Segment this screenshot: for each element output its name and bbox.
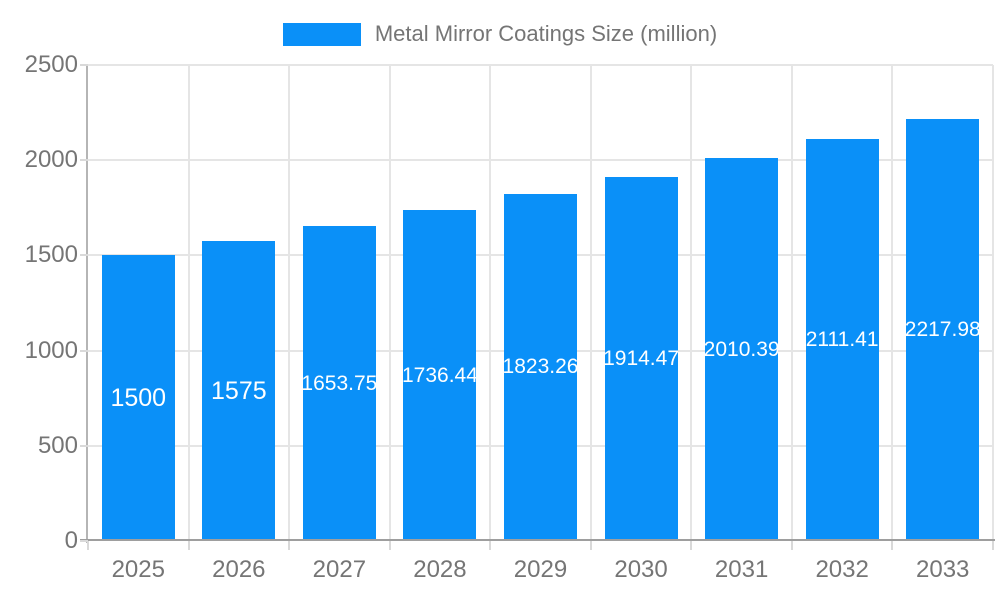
bar-value-label: 2217.98 [906,317,980,341]
x-axis-tick [589,541,592,550]
gridline-vertical [891,65,894,541]
x-axis-tick-label: 2025 [111,556,165,583]
gridline-vertical [690,65,693,541]
bar-2032[interactable]: 2111.41 [805,139,879,541]
bar-value-label: 1914.47 [604,346,678,370]
chart-legend[interactable]: Metal Mirror Coatings Size (million) [0,20,1000,48]
bar-value-label: 2111.41 [805,328,879,351]
y-axis-tick [80,254,88,257]
x-axis-line [80,539,995,541]
gridline-vertical [790,65,793,541]
x-axis-tick-label: 2026 [212,556,266,583]
gridline-vertical [992,65,994,541]
y-axis-tick-label: 1000 [24,336,78,364]
x-axis-tick-label: 2031 [714,556,769,583]
gridline-horizontal [88,159,993,162]
x-axis-tick [288,541,291,550]
y-axis-tick [80,444,88,447]
y-axis-tick-label: 2000 [24,146,78,174]
bar-2033[interactable]: 2217.98 [906,118,980,541]
x-axis-tick [489,541,492,550]
bar-2030[interactable]: 1914.47 [604,176,678,541]
x-axis-tick [187,541,190,550]
x-axis-tick-label: 2029 [513,556,568,583]
x-axis-tick [690,541,693,550]
gridline-horizontal [88,64,993,66]
x-axis-tick [790,541,793,550]
bar-value-label: 1500 [110,383,167,412]
gridline-vertical [288,65,291,541]
x-axis-tick-label: 2028 [413,556,467,583]
x-axis-tick-label: 2027 [312,556,367,583]
bar-2031[interactable]: 2010.39 [705,158,779,541]
bar-value-label: 1823.26 [504,355,577,379]
gridline-vertical [187,65,190,541]
y-axis-tick-label: 0 [64,527,78,554]
bar-2028[interactable]: 1736.44 [403,210,477,541]
x-axis-tick-label: 2030 [614,556,668,583]
x-axis-tick [992,541,994,550]
bar-2025[interactable]: 1500 [101,255,175,541]
y-axis-tick [80,349,88,352]
gridline-vertical [589,65,592,541]
plot-area: 1500 1575 1653.75 1736.44 1823.26 1914.47 2010… [88,64,994,541]
y-axis-tick [80,64,88,66]
bar-value-label: 1736.44 [403,363,477,387]
gridline-vertical [388,65,391,541]
gridline-vertical [489,65,492,541]
y-axis-tick [80,159,88,162]
y-axis-line [86,65,88,543]
legend-swatch [282,22,361,46]
y-axis-tick-label: 1500 [24,241,78,269]
x-axis-tick-label: 2032 [815,556,869,583]
y-axis-tick [80,540,88,542]
bar-value-label: 2010.39 [705,337,779,361]
x-axis-tick [388,541,391,550]
y-axis-tick-label: 500 [37,431,78,459]
bar-value-label: 1575 [211,376,267,405]
x-axis-tick-label: 2033 [916,556,970,583]
bar-2026[interactable]: 1575 [202,241,276,541]
x-axis-tick [891,541,894,550]
y-axis-tick-label: 2500 [24,51,78,78]
bar-value-label: 1653.75 [302,371,376,395]
legend-label: Metal Mirror Coatings Size (million) [374,21,718,46]
bar-2029[interactable]: 1823.26 [504,193,577,541]
x-axis-tick [87,541,89,550]
bar-2027[interactable]: 1653.75 [302,226,376,541]
